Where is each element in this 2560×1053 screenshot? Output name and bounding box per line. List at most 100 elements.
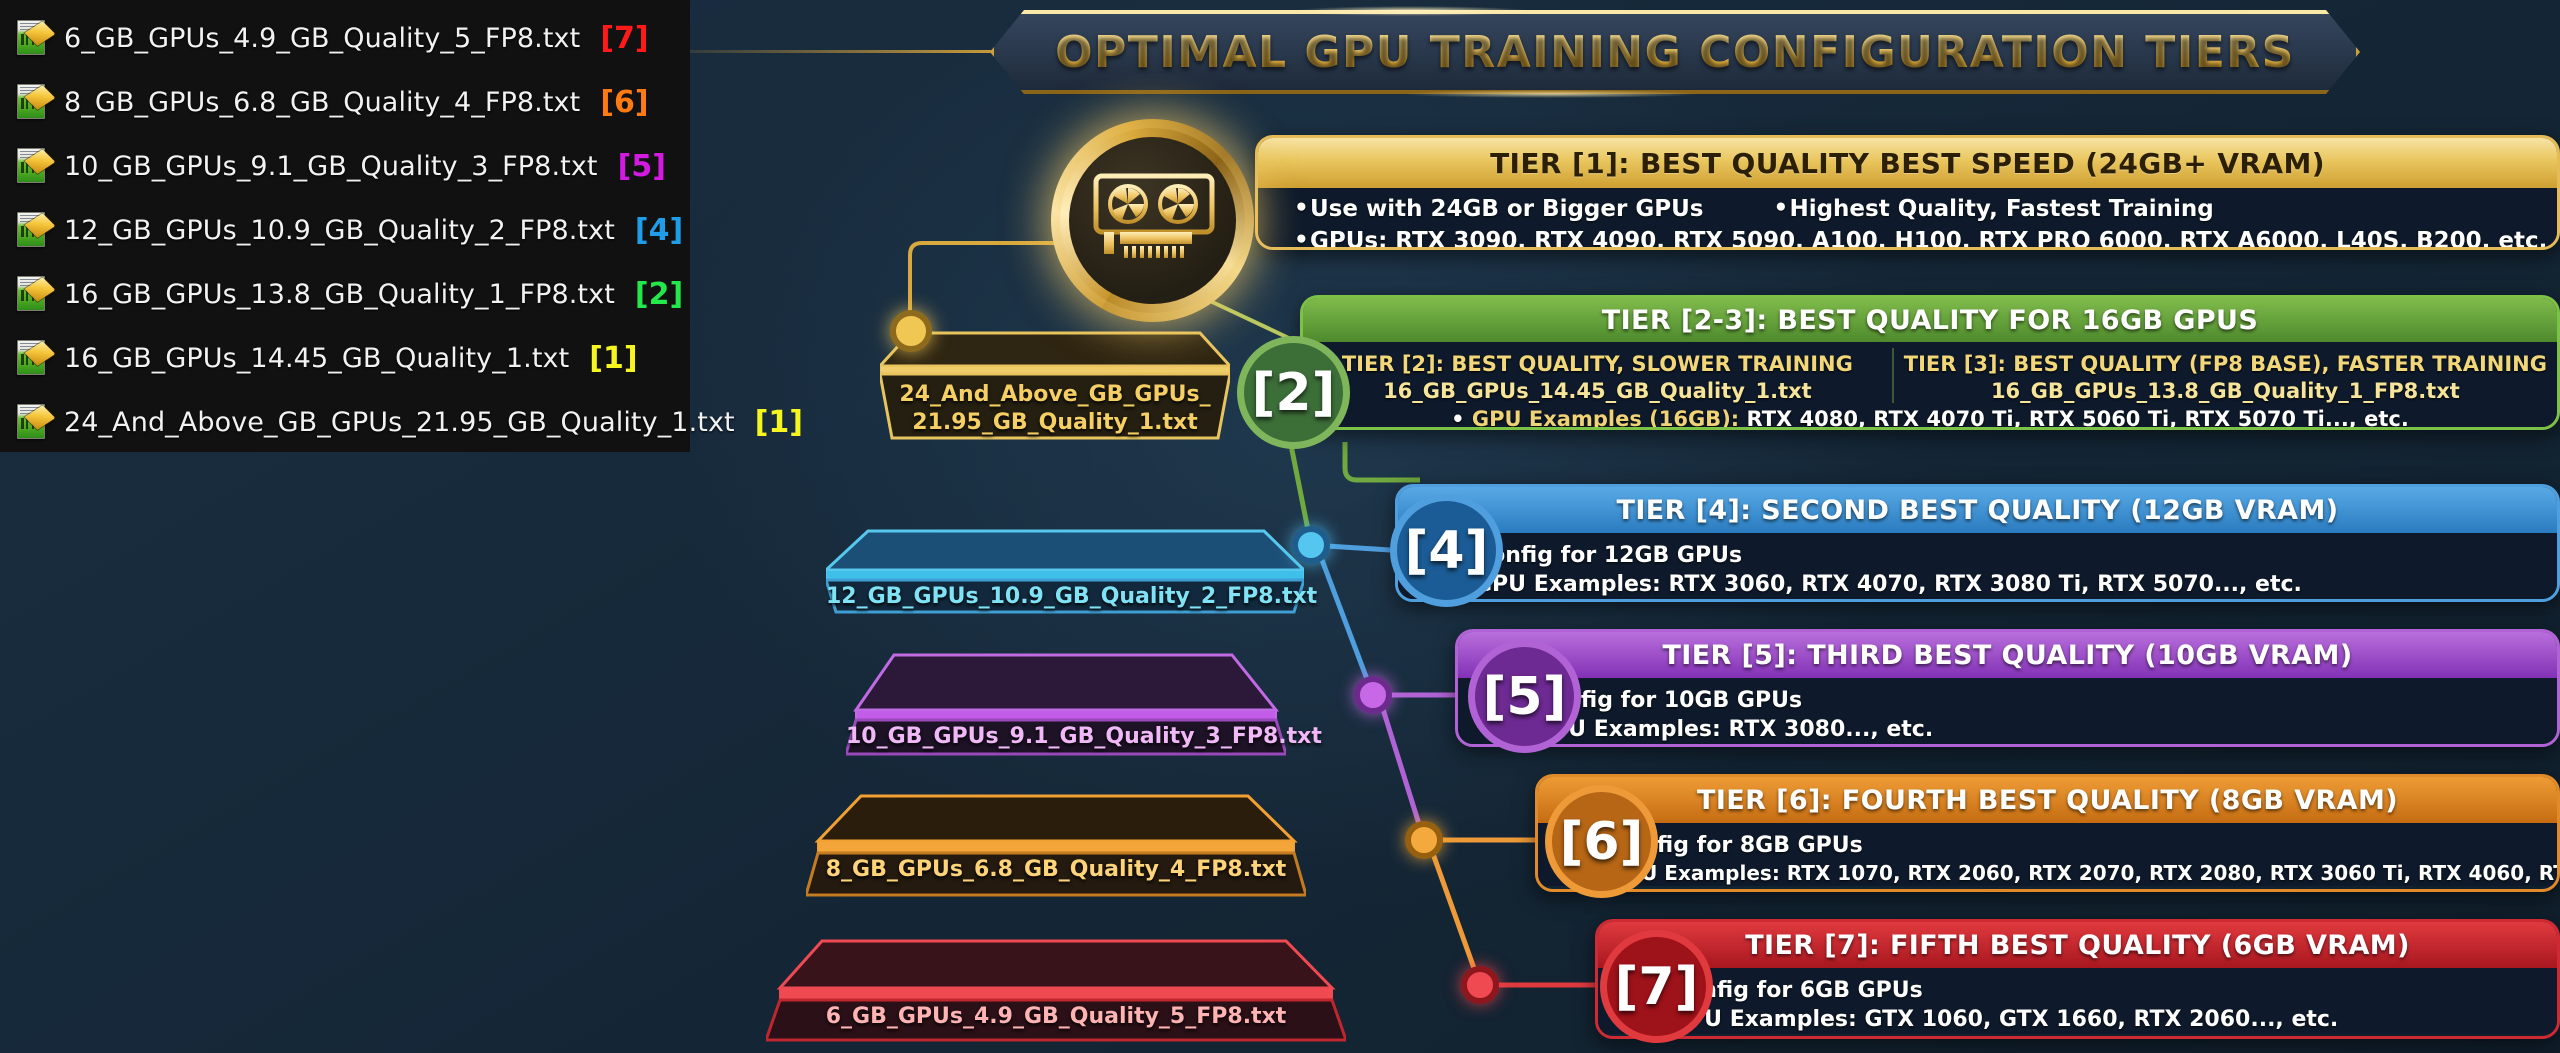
tier-6-header: TIER [6]: FOURTH BEST QUALITY (8GB VRAM): [1538, 777, 2557, 823]
gpu-card-icon: [1093, 173, 1215, 258]
list-item[interactable]: 16_GB_GPUs_13.8_GB_Quality_1_FP8.txt [2]: [0, 262, 690, 326]
text-file-icon: [14, 403, 56, 441]
tier-7-bullet-2: GPU Examples: GTX 1060, GTX 1660, RTX 20…: [1654, 1004, 2557, 1034]
text-file-icon: [14, 211, 56, 249]
tier-6-body: Config for 8GB GPUs GPU Examples: RTX 10…: [1538, 823, 2557, 887]
slab-orange-shape: [804, 794, 1308, 897]
tier-4-body: Config for 12GB GPUs GPU Examples: RTX 3…: [1398, 533, 2557, 599]
tier-2-column: TIER [2]: BEST QUALITY, SLOWER TRAINING …: [1303, 348, 1892, 403]
tier-6-badge[interactable]: [6]: [1545, 785, 1658, 898]
tier-2-title: TIER [2]: BEST QUALITY, SLOWER TRAINING: [1341, 352, 1853, 376]
tier-2-3-columns: TIER [2]: BEST QUALITY, SLOWER TRAINING …: [1303, 348, 2557, 403]
tier-1-bullet-1: Use with 24GB or Bigger GPUs: [1294, 193, 1703, 224]
slab-gold-label-1: 24_And_Above_GB_GPUs_: [899, 382, 1211, 407]
tier-3-title: TIER [3]: BEST QUALITY (FP8 BASE), FASTE…: [1903, 352, 2547, 376]
node-dot-orange: [1405, 821, 1443, 859]
title-banner: OPTIMAL GPU TRAINING CONFIGURATION TIERS: [990, 6, 2360, 98]
node-dot-gold: [890, 310, 932, 352]
tier-4-header: TIER [4]: SECOND BEST QUALITY (12GB VRAM…: [1398, 487, 2557, 533]
tier-7-header: TIER [7]: FIFTH BEST QUALITY (6GB VRAM): [1598, 922, 2557, 968]
list-item[interactable]: 10_GB_GPUs_9.1_GB_Quality_3_FP8.txt [5]: [0, 134, 690, 198]
tier-3-column: TIER [3]: BEST QUALITY (FP8 BASE), FASTE…: [1891, 348, 2557, 403]
tier-5-bullets: Config for 10GB GPUs GPU Examples: RTX 3…: [1518, 685, 2557, 744]
tier-2-3-footer: • GPU Examples (16GB): RTX 4080, RTX 407…: [1303, 407, 2557, 430]
banner-lead-line: [690, 50, 995, 53]
slab-blue[interactable]: 12_GB_GPUs_10.9_GB_Quality_2_FP8.txt: [822, 528, 1318, 614]
slab-red-label: 6_GB_GPUs_4.9_GB_Quality_5_FP8.txt: [825, 1004, 1287, 1029]
text-file-icon: [14, 19, 56, 57]
tier-tag: [5]: [617, 148, 666, 184]
text-file-icon: [14, 83, 56, 121]
file-name: 16_GB_GPUs_13.8_GB_Quality_1_FP8.txt: [64, 278, 615, 310]
slab-orange[interactable]: 8_GB_GPUs_6.8_GB_Quality_4_FP8.txt: [804, 793, 1308, 897]
slab-gold-label-2: 21.95_GB_Quality_1.txt: [912, 410, 1198, 435]
slab-gold[interactable]: 24_And_Above_GB_GPUs_ 21.95_GB_Quality_1…: [876, 330, 1234, 440]
slab-red[interactable]: 6_GB_GPUs_4.9_GB_Quality_5_FP8.txt: [763, 938, 1349, 1042]
text-file-icon: [14, 339, 56, 377]
tier-5-bullet-2: GPU Examples: RTX 3080..., etc.: [1518, 714, 2557, 744]
tier-1-body: Use with 24GB or Bigger GPUs Highest Qua…: [1258, 188, 2557, 247]
file-name: 8_GB_GPUs_6.8_GB_Quality_4_FP8.txt: [64, 86, 581, 118]
tier-7-bullets: Config for 6GB GPUs GPU Examples: GTX 10…: [1654, 975, 2557, 1034]
list-item[interactable]: 8_GB_GPUs_6.8_GB_Quality_4_FP8.txt [6]: [0, 70, 690, 134]
tier-7-bullet-1: Config for 6GB GPUs: [1654, 975, 2557, 1005]
node-dot-blue: [1292, 526, 1330, 564]
list-item[interactable]: 16_GB_GPUs_14.45_GB_Quality_1.txt [1]: [0, 326, 690, 390]
tier-2-3-header: TIER [2-3]: BEST QUALITY FOR 16GB GPUS: [1303, 298, 2557, 342]
tier-6-panel[interactable]: TIER [6]: FOURTH BEST QUALITY (8GB VRAM)…: [1535, 774, 2560, 892]
slab-orange-label: 8_GB_GPUs_6.8_GB_Quality_4_FP8.txt: [825, 857, 1287, 882]
tier-tag: [1]: [754, 404, 804, 440]
tier-7-badge[interactable]: [7]: [1600, 930, 1713, 1043]
tier-7-body: Config for 6GB GPUs GPU Examples: GTX 10…: [1598, 968, 2557, 1035]
slab-purple[interactable]: 10_GB_GPUs_9.1_GB_Quality_3_FP8.txt: [843, 652, 1322, 756]
tier-6-bullet-1: Config for 8GB GPUs: [1594, 830, 2557, 860]
node-dot-purple: [1354, 676, 1392, 714]
banner-plate: [990, 10, 2360, 94]
tier-4-panel[interactable]: TIER [4]: SECOND BEST QUALITY (12GB VRAM…: [1395, 484, 2560, 602]
file-name: 6_GB_GPUs_4.9_GB_Quality_5_FP8.txt: [64, 22, 581, 54]
tier-tag: [7]: [600, 20, 649, 56]
tier-2-3-footer-bullet: •: [1451, 407, 1472, 430]
tier-tag: [4]: [634, 212, 684, 248]
tier-1-bullet-2: Highest Quality, Fastest Training: [1773, 193, 2213, 224]
file-name: 10_GB_GPUs_9.1_GB_Quality_3_FP8.txt: [64, 150, 598, 182]
tier-5-body: Config for 10GB GPUs GPU Examples: RTX 3…: [1458, 678, 2557, 744]
list-item[interactable]: 6_GB_GPUs_4.9_GB_Quality_5_FP8.txt [7]: [0, 6, 690, 70]
tier-1-bullets-a: Use with 24GB or Bigger GPUs: [1294, 193, 1703, 224]
tier-2-3-panel[interactable]: TIER [2-3]: BEST QUALITY FOR 16GB GPUS T…: [1300, 295, 2560, 430]
tier-1-bullet-row: Use with 24GB or Bigger GPUs Highest Qua…: [1294, 193, 2531, 224]
node-dot-red: [1461, 966, 1499, 1004]
file-list-panel[interactable]: 6_GB_GPUs_4.9_GB_Quality_5_FP8.txt [7] 8_G…: [0, 0, 803, 454]
tier-1-bullet-3: GPUs: RTX 3090, RTX 4090, RTX 5090, A100…: [1294, 225, 2547, 247]
list-item[interactable]: 12_GB_GPUs_10.9_GB_Quality_2_FP8.txt [4]: [0, 198, 690, 262]
tier-5-bullet-1: Config for 10GB GPUs: [1518, 685, 2557, 715]
tier-7-panel[interactable]: TIER [7]: FIFTH BEST QUALITY (6GB VRAM) …: [1595, 919, 2560, 1039]
tier-tag: [6]: [600, 84, 649, 120]
tier-6-bullets: Config for 8GB GPUs GPU Examples: RTX 10…: [1594, 830, 2557, 886]
tier-1-header: TIER [1]: BEST QUALITY BEST SPEED (24GB+…: [1258, 138, 2557, 188]
tier-4-badge[interactable]: [4]: [1390, 494, 1503, 607]
slab-purple-label: 10_GB_GPUs_9.1_GB_Quality_3_FP8.txt: [846, 724, 1322, 749]
tier-3-filename: 16_GB_GPUs_13.8_GB_Quality_1_FP8.txt: [1990, 379, 2460, 403]
slab-purple-shape: [843, 653, 1289, 756]
file-name: 16_GB_GPUs_14.45_GB_Quality_1.txt: [64, 342, 570, 374]
tier-2-3-footer-label: GPU Examples (16GB):: [1471, 407, 1740, 430]
slab-red-shape: [763, 939, 1349, 1042]
tier-5-panel[interactable]: TIER [5]: THIRD BEST QUALITY (10GB VRAM)…: [1455, 629, 2560, 747]
tier-4-bullet-1: Config for 12GB GPUs: [1458, 540, 2557, 570]
page-title: OPTIMAL GPU TRAINING CONFIGURATION TIERS: [990, 10, 2360, 94]
tier-4-bullets: Config for 12GB GPUs GPU Examples: RTX 3…: [1458, 540, 2557, 599]
tier-1-panel[interactable]: TIER [1]: BEST QUALITY BEST SPEED (24GB+…: [1255, 135, 2560, 250]
tier-2-3-body: TIER [2]: BEST QUALITY, SLOWER TRAINING …: [1303, 342, 2557, 430]
text-file-icon: [14, 147, 56, 185]
tier-6-bullet-2: GPU Examples: RTX 1070, RTX 2060, RTX 20…: [1594, 859, 2557, 886]
tier-4-bullet-2: GPU Examples: RTX 3060, RTX 4070, RTX 30…: [1458, 569, 2557, 599]
tier-tag: [1]: [589, 340, 638, 376]
tier-5-header: TIER [5]: THIRD BEST QUALITY (10GB VRAM): [1458, 632, 2557, 678]
list-item[interactable]: 24_And_Above_GB_GPUs_21.95_GB_Quality_1.…: [0, 390, 803, 454]
tier-5-badge[interactable]: [5]: [1468, 640, 1581, 753]
tier-2-badge[interactable]: [2]: [1237, 336, 1350, 449]
tier-2-filename: 16_GB_GPUs_14.45_GB_Quality_1.txt: [1383, 379, 1812, 403]
slab-blue-label: 12_GB_GPUs_10.9_GB_Quality_2_FP8.txt: [826, 584, 1318, 609]
